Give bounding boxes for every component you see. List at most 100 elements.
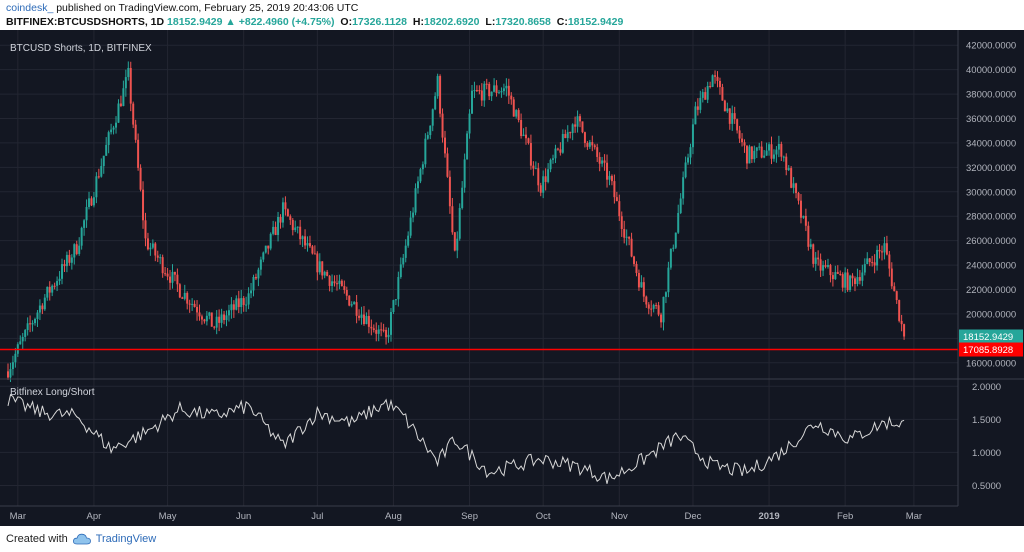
candle-body xyxy=(149,247,152,250)
candle-body xyxy=(807,225,810,247)
chart-background xyxy=(0,30,1024,526)
candle-body xyxy=(181,297,184,299)
candle-body xyxy=(876,249,879,266)
price-tags: 18152.9429 17085.8928 xyxy=(959,329,1023,357)
candle-body xyxy=(358,315,361,318)
last-price-tag-text: 18152.9429 xyxy=(963,332,1013,343)
candle-body xyxy=(831,275,834,280)
candle-body xyxy=(655,305,658,307)
candle-body xyxy=(745,145,748,164)
price-tick-label: 16000.0000 xyxy=(966,358,1016,369)
close-value: 18152.9429 xyxy=(567,16,624,28)
time-tick-label: Mar xyxy=(10,511,26,522)
candle-body xyxy=(164,273,167,275)
candle-body xyxy=(591,142,594,146)
candle-body xyxy=(323,271,326,276)
candle-body xyxy=(618,201,621,217)
candle-body xyxy=(200,316,203,320)
candle-body xyxy=(92,197,95,206)
candle-body xyxy=(119,103,122,106)
footer: Created with TradingView xyxy=(0,526,1024,552)
tradingview-link[interactable]: TradingView xyxy=(95,533,157,545)
candle-body xyxy=(772,154,775,159)
candle-body xyxy=(471,90,473,114)
candle-body xyxy=(495,85,498,94)
candle-body xyxy=(731,113,734,124)
candle-body xyxy=(151,243,154,248)
candle-body xyxy=(306,243,309,246)
candle-body xyxy=(804,215,807,226)
time-axis[interactable]: Mar Apr May Jun Jul Aug Sep Oct Nov Dec 2019 Feb Mar xyxy=(10,511,922,522)
candle-body xyxy=(254,277,257,279)
candle-body xyxy=(760,146,763,158)
candle-body xyxy=(51,285,54,293)
candle-body xyxy=(419,169,422,182)
chart-canvas[interactable]: 16000.000018000.000020000.000022000.0000… xyxy=(0,30,1024,526)
candle-body xyxy=(132,103,135,125)
candle-body xyxy=(205,315,208,322)
candle-body xyxy=(819,259,822,271)
grid-lines xyxy=(0,30,958,506)
candle-body xyxy=(615,197,618,202)
candle-body xyxy=(574,124,577,127)
candle-body xyxy=(726,108,729,112)
candle-body xyxy=(529,143,532,166)
candle-body xyxy=(299,226,302,240)
candle-body xyxy=(183,292,186,299)
candle-body xyxy=(723,100,726,112)
candle-body xyxy=(46,286,49,298)
candle-body xyxy=(488,83,491,97)
candle-body xyxy=(439,76,442,114)
candle-body xyxy=(581,121,584,133)
candle-body xyxy=(826,265,829,267)
candle-body xyxy=(348,295,351,306)
candle-body xyxy=(679,198,682,213)
candle-body xyxy=(394,299,397,301)
candle-body xyxy=(515,110,518,117)
candle-body xyxy=(682,177,685,199)
candle-body xyxy=(68,254,71,263)
candle-body xyxy=(900,320,903,325)
candle-body xyxy=(210,312,213,327)
candle-body xyxy=(316,253,319,273)
price-tick-label: 36000.0000 xyxy=(966,114,1016,125)
candle-body xyxy=(107,132,110,145)
candle-body xyxy=(223,314,226,321)
candle-body xyxy=(534,168,537,170)
price-axis[interactable]: 16000.000018000.000020000.000022000.0000… xyxy=(966,41,1016,370)
long-short-line xyxy=(7,393,905,484)
candle-body xyxy=(272,226,275,234)
candle-body xyxy=(24,330,27,337)
candle-body xyxy=(9,369,12,378)
candle-body xyxy=(117,103,120,123)
candle-body xyxy=(26,323,29,331)
candle-body xyxy=(706,85,709,100)
symbol-line: BITFINEX:BTCUSDSHORTS, 1D 18152.9429 ▲ +… xyxy=(6,16,623,28)
candle-body xyxy=(232,304,235,310)
price-tick-label: 32000.0000 xyxy=(966,163,1016,174)
time-tick-label: Apr xyxy=(87,511,102,522)
ratio-axis[interactable]: 0.5000 1.0000 1.5000 2.0000 xyxy=(972,382,1001,492)
candle-body xyxy=(171,271,174,283)
author-link[interactable]: coindesk_ xyxy=(6,2,54,14)
candle-body xyxy=(154,243,157,256)
candle-body xyxy=(841,274,844,288)
candle-body xyxy=(880,251,883,253)
candle-body xyxy=(105,144,108,156)
candle-body xyxy=(822,265,825,271)
candle-body xyxy=(269,233,272,249)
candle-body xyxy=(650,308,653,310)
candle-body xyxy=(704,92,707,100)
candlestick-series xyxy=(7,61,906,382)
candle-body xyxy=(743,142,746,146)
candle-body xyxy=(846,272,849,291)
candle-body xyxy=(29,323,32,325)
candle-body xyxy=(412,212,415,218)
candle-body xyxy=(566,132,569,139)
candle-body xyxy=(100,166,103,177)
candle-body xyxy=(799,200,802,218)
candle-body xyxy=(416,181,419,189)
candle-body xyxy=(188,303,191,305)
candle-body xyxy=(480,90,483,101)
price-tick-label: 28000.0000 xyxy=(966,212,1016,223)
